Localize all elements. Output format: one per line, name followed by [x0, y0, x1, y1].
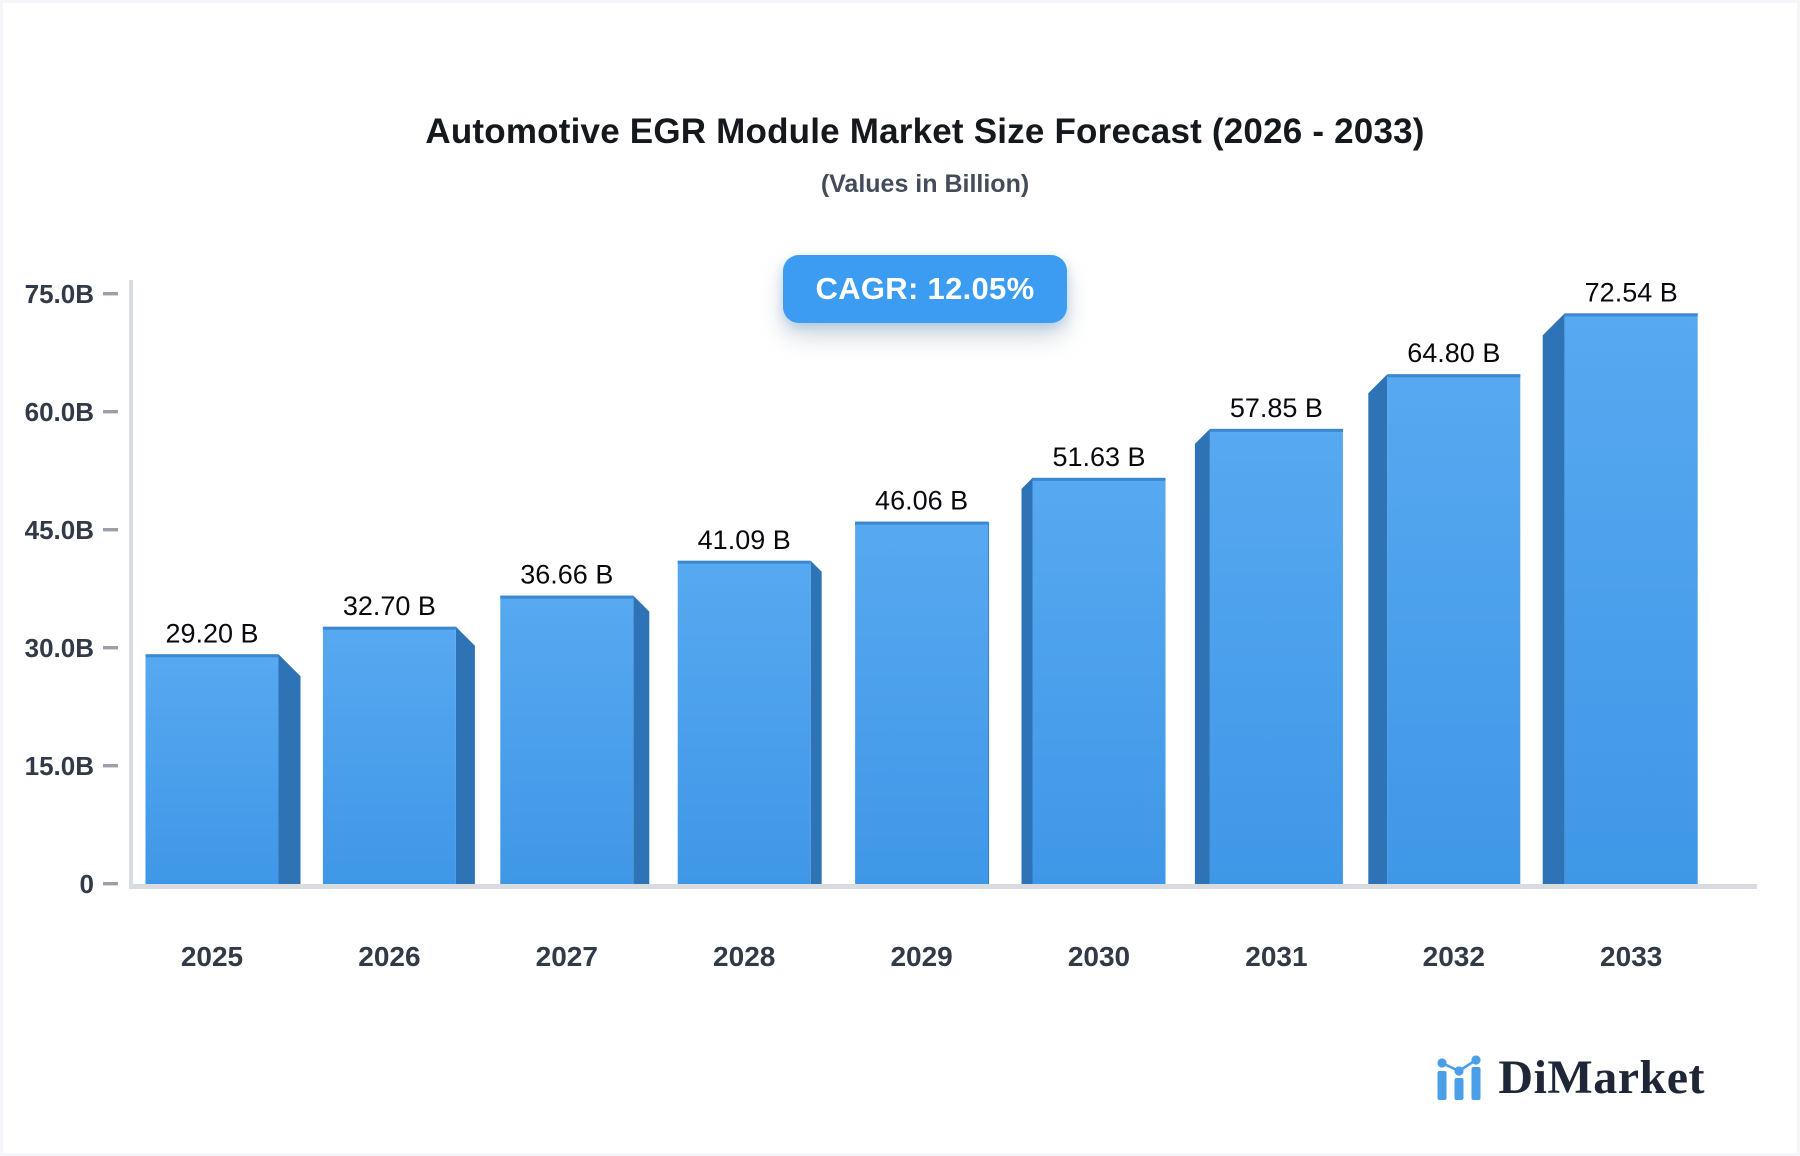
cagr-badge: CAGR: 12.05% [783, 255, 1067, 323]
cagr-badge-label: CAGR: 12.05% [815, 271, 1035, 306]
bar-side [633, 595, 650, 884]
y-tick-mark [103, 882, 118, 886]
x-axis-year-label: 2027 [536, 941, 598, 972]
y-tick-label: 60.0B [25, 397, 94, 427]
bar-chart-icon [1437, 1055, 1482, 1100]
bar-group: 32.70 B 2026 [322, 591, 475, 972]
chart-title: Automotive EGR Module Market Size Foreca… [425, 112, 1425, 151]
bar-value-label: 36.66 B [520, 560, 613, 590]
y-tick-mark [103, 292, 118, 296]
x-axis-year-label: 2025 [181, 941, 243, 972]
bar-group: 72.54 B 2033 [1542, 277, 1698, 972]
brand-name: DiMarket [1498, 1050, 1705, 1104]
y-tick-mark [103, 646, 118, 650]
x-axis-baseline [129, 884, 1757, 889]
bar-group: 29.20 B 2025 [145, 618, 301, 972]
bar-value-label: 64.80 B [1407, 338, 1500, 368]
x-axis-year-label: 2029 [890, 941, 952, 972]
bar-value-label: 32.70 B [343, 591, 436, 621]
bar-value-label: 57.85 B [1230, 393, 1323, 423]
x-axis-year-label: 2030 [1068, 941, 1130, 972]
x-axis-year-label: 2031 [1245, 941, 1307, 972]
bar-group: 51.63 B 2030 [1021, 442, 1166, 972]
bar-side [278, 654, 301, 884]
bar-side [455, 626, 475, 884]
bar-side [988, 521, 990, 884]
x-axis-year-label: 2033 [1600, 941, 1662, 972]
axis-layer: 0 15.0B 30.0B 45.0B 60.0B 75.0B [25, 279, 1757, 899]
brand-logo: DiMarket [1433, 1050, 1705, 1104]
chart-subtitle: (Values in Billion) [820, 170, 1030, 198]
bar [1387, 374, 1521, 884]
bar [855, 521, 989, 884]
y-tick-label: 45.0B [25, 515, 94, 545]
y-tick-mark [103, 764, 118, 768]
bar [1032, 477, 1166, 884]
bar [145, 654, 279, 884]
y-tick-label: 30.0B [25, 633, 94, 663]
bar-value-label: 72.54 B [1585, 277, 1678, 307]
bar [1564, 313, 1698, 884]
bar-side [810, 560, 822, 884]
bar-value-label: 46.06 B [875, 486, 968, 516]
bar-side [1542, 313, 1565, 884]
bar-group: 57.85 B 2031 [1194, 393, 1343, 972]
bar-group: 46.06 B 2029 [855, 486, 990, 972]
bar [500, 595, 634, 884]
bars-layer: 29.20 B 2025 32.70 B 2026 36.66 B 2027 41.09 B… [145, 277, 1698, 972]
bar-value-label: 41.09 B [698, 525, 791, 555]
bar-group: 41.09 B 2028 [677, 525, 822, 972]
y-tick-mark [103, 410, 118, 414]
bar [322, 626, 456, 884]
bar [1209, 428, 1343, 884]
bar-value-label: 51.63 B [1052, 442, 1145, 472]
x-axis-year-label: 2032 [1423, 941, 1485, 972]
bar-group: 64.80 B 2032 [1368, 338, 1521, 972]
y-axis-line [129, 280, 133, 884]
bar-side [1021, 477, 1033, 884]
y-tick-label: 75.0B [25, 279, 94, 309]
y-tick-label: 0 [80, 869, 94, 899]
x-axis-year-label: 2026 [358, 941, 420, 972]
bar-side [1368, 374, 1388, 884]
bar-value-label: 29.20 B [165, 618, 258, 648]
y-tick-mark [103, 528, 118, 532]
x-axis-year-label: 2028 [713, 941, 775, 972]
bar [677, 560, 811, 884]
bar-group: 36.66 B 2027 [500, 560, 650, 972]
bar-side [1194, 428, 1210, 884]
y-tick-label: 15.0B [25, 751, 94, 781]
